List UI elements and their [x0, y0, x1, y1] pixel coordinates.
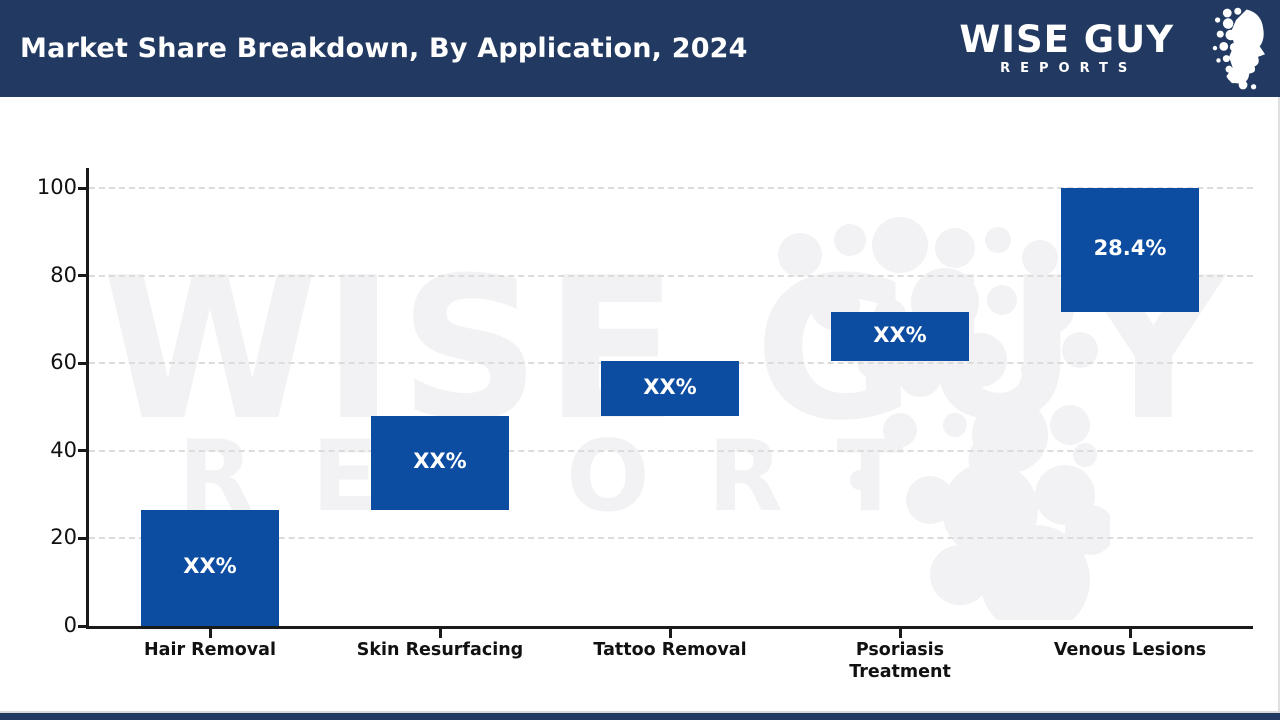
y-axis-tick-label: 60 [50, 350, 77, 375]
bar-psoriasis-treatment [831, 312, 969, 362]
y-axis-tick-label: 20 [50, 525, 77, 550]
bar-value-label: XX% [873, 322, 927, 347]
y-axis-tickmark [78, 186, 89, 190]
y-gridline [89, 187, 1253, 189]
y-axis-tickmark [78, 274, 89, 278]
y-axis-tickmark [78, 449, 89, 453]
y-axis-tick-label: 100 [36, 175, 77, 199]
header-bar: Market Share Breakdown, By Application, … [0, 0, 1280, 97]
bar-value-label: XX% [413, 448, 467, 473]
y-gridline [89, 537, 1253, 540]
chart-right-border [1278, 97, 1280, 713]
x-axis-tickmark [438, 629, 442, 638]
logo-reports-label: REPORTS [1000, 61, 1138, 76]
x-category-label: Psoriasis Treatment [849, 640, 951, 682]
x-axis-tickmark [1128, 629, 1132, 638]
bar-value-label: 28.4% [1093, 236, 1167, 261]
y-axis-tickmark [78, 536, 89, 540]
x-axis-tickmark [898, 629, 902, 638]
wise-guy-logo: WISE GUY REPORTS [959, 0, 1266, 97]
y-axis-tick-label: 80 [50, 262, 77, 287]
y-gridline [89, 274, 1253, 277]
bar-venous-lesions [1061, 188, 1199, 313]
page-title: Market Share Breakdown, By Application, … [20, 33, 748, 64]
bar-hair-removal [141, 509, 279, 626]
logo-face-icon [1212, 7, 1265, 89]
x-category-label: Skin Resurfacing [356, 640, 524, 660]
logo-wiseguy-label: WISE GUY [959, 18, 1174, 61]
footer-hairline [0, 711, 1280, 713]
y-axis-tickmark [78, 361, 89, 365]
x-category-label: Tattoo Removal [593, 640, 747, 660]
footer-bar [0, 713, 1280, 720]
watermark-face-dots [778, 217, 1110, 620]
x-category-label: Hair Removal [144, 640, 276, 660]
logo-text: WISE GUY REPORTS [959, 21, 1174, 76]
y-axis-tickmark [78, 624, 89, 628]
x-axis-tickmark [208, 629, 212, 638]
x-axis-line [86, 626, 1253, 629]
y-axis-tick-label: 40 [50, 437, 77, 462]
y-axis-tick-label: 0 [63, 613, 77, 637]
x-axis-tickmark [668, 629, 672, 638]
bar-tattoo-removal [601, 361, 739, 416]
bar-value-label: XX% [643, 374, 697, 399]
watermark-reports-text: REPORTS [178, 420, 1091, 534]
y-axis-line [86, 168, 89, 629]
x-category-label: Venous Lesions [1053, 640, 1207, 660]
bar-skin-resurfacing [371, 415, 509, 510]
bar-value-label: XX% [183, 553, 237, 578]
y-gridline [89, 449, 1253, 452]
